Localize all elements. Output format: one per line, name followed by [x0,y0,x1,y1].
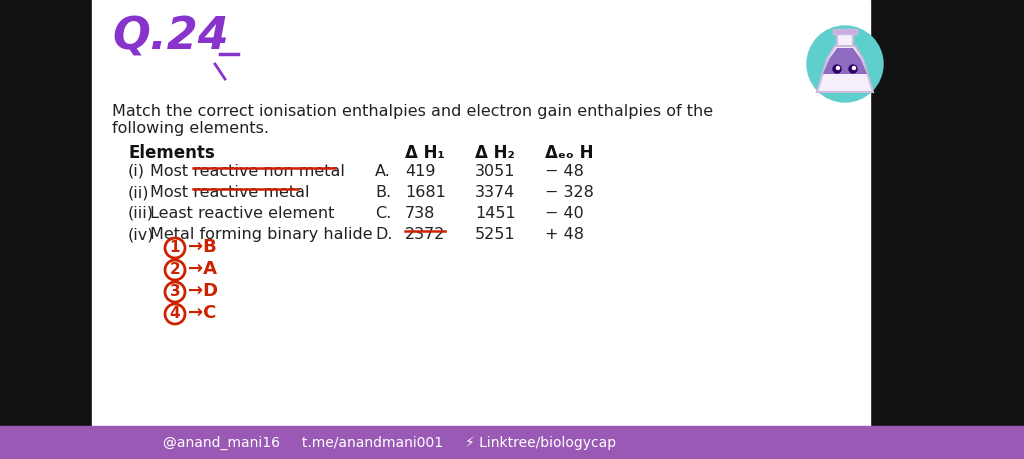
Text: 2372: 2372 [406,227,445,242]
Text: Δₑₒ H: Δₑₒ H [545,144,594,162]
Bar [837,32,853,46]
Text: Least reactive element: Least reactive element [150,206,335,221]
Text: 738: 738 [406,206,435,221]
Text: Match the correct ionisation enthalpies and electron gain enthalpies of the: Match the correct ionisation enthalpies … [112,104,713,119]
Circle shape [849,65,857,73]
Text: →D: →D [188,282,218,300]
Text: + 48: + 48 [545,227,584,242]
Text: (iii): (iii) [128,206,154,221]
Text: →C: →C [188,304,216,322]
Text: 1: 1 [170,240,180,254]
Text: 2: 2 [170,262,180,276]
Text: − 48: − 48 [545,164,584,179]
Text: 5251: 5251 [475,227,516,242]
Text: A.: A. [375,164,391,179]
Text: B.: B. [375,185,391,200]
Text: 4: 4 [170,306,180,320]
Text: Q.24: Q.24 [112,16,228,59]
Text: 1451: 1451 [475,206,516,221]
Text: 1681: 1681 [406,185,445,200]
Bar [833,29,857,34]
Bar [92,0,870,426]
Polygon shape [823,48,867,74]
Text: Metal forming binary halide: Metal forming binary halide [150,227,373,242]
Text: Elements: Elements [128,144,215,162]
Circle shape [837,67,840,69]
Text: 419: 419 [406,164,435,179]
Text: @anand_mani16     t.me/anandmani001     ⚡︎ Linktree/biologycap: @anand_mani16 t.me/anandmani001 ⚡︎ Linkt… [164,436,616,449]
Text: Most reactive metal: Most reactive metal [150,185,309,200]
Text: following elements.: following elements. [112,121,269,136]
Bar [870,0,1024,459]
Bar [0,426,1024,459]
Text: Δ H₁: Δ H₁ [406,144,444,162]
Text: (ii): (ii) [128,185,150,200]
Text: − 328: − 328 [545,185,594,200]
Text: Most reactive non metal: Most reactive non metal [150,164,345,179]
Text: 3: 3 [170,284,180,298]
Text: 3374: 3374 [475,185,515,200]
Text: − 40: − 40 [545,206,584,221]
Text: (i): (i) [128,164,145,179]
Text: →A: →A [188,260,217,278]
Text: D.: D. [375,227,392,242]
Bar [0,0,92,459]
Circle shape [833,65,841,73]
Text: Δ H₂: Δ H₂ [475,144,515,162]
Circle shape [853,67,855,69]
Text: C.: C. [375,206,391,221]
Circle shape [807,26,883,102]
Polygon shape [817,46,873,92]
Text: 3051: 3051 [475,164,515,179]
Text: (iv): (iv) [128,227,155,242]
Text: →B: →B [188,238,217,256]
